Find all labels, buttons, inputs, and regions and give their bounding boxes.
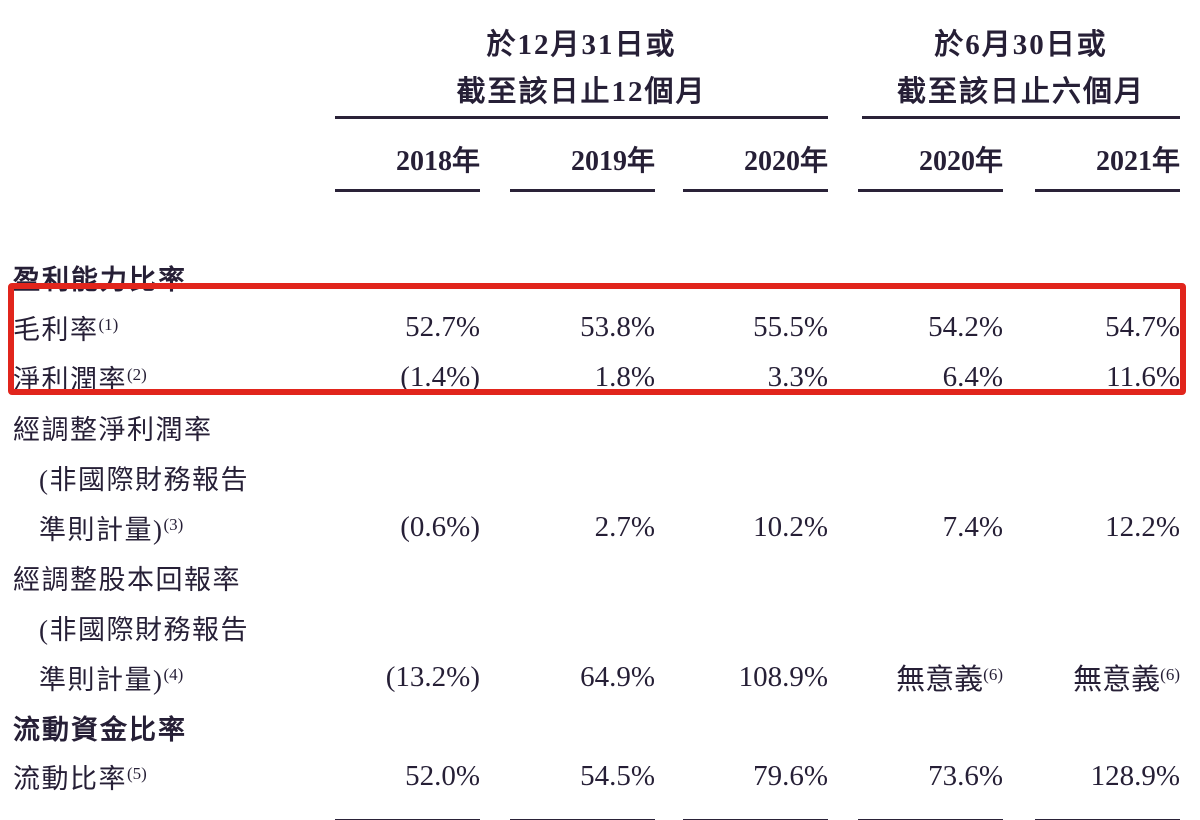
header-spacer [0,0,335,119]
section-header: 流動資金比率 [13,714,187,745]
footnote-superscript: (1) [98,314,119,334]
value-cell: 108.9% [738,660,828,693]
section-header: 盈利能力比率 [13,264,187,295]
row-label: 準則計量)(3) [39,514,184,545]
row-label: 毛利率(1) [13,314,119,345]
year-column-1: 2018年 [335,119,480,192]
row-label: 準則計量)(4) [39,664,184,695]
row-label: 經調整股本回報率 [13,564,241,595]
table-row: 毛利率(1) 52.7% 53.8% 55.5% 54.2% 54.7% [0,302,1200,352]
value-cell: 6.4% [942,360,1003,393]
table-row: (非國際財務報告 [0,452,1200,502]
table-row: (非國際財務報告 [0,602,1200,652]
footnote-superscript: (6) [983,665,1003,684]
value-cell: 79.6% [753,759,828,792]
footnote-superscript: (2) [127,364,147,384]
value-cell: (13.2%) [385,660,480,693]
value-cell: 7.4% [942,510,1003,543]
value-cell: 53.8% [580,310,655,343]
value-cell: 11.6% [1106,360,1180,393]
year-column-2: 2019年 [480,119,655,192]
column-group-interim: 於6月30日或 截至該日止六個月 [862,0,1180,119]
table-closing-rule-row [0,801,1200,820]
row-label: 淨利潤率(2) [13,364,147,395]
table-row: 盈利能力比率 [0,252,1200,302]
row-label: 經調整淨利潤率 [13,414,213,445]
table-row: 淨利潤率(2) (1.4%) 1.8% 3.3% 6.4% 11.6% [0,352,1200,402]
value-cell: 55.5% [753,310,828,343]
year-label: 2020年 [858,119,1003,192]
value-cell: 54.2% [928,310,1003,343]
year-column-4: 2020年 [828,119,1003,192]
footnote-superscript: (5) [127,763,147,783]
value-cell: 3.3% [767,360,828,393]
table-row: 準則計量)(4) (13.2%) 64.9% 108.9% 無意義(6) 無意義(6) [0,652,1200,702]
value-cell: 2.7% [594,510,655,543]
year-column-5: 2021年 [1003,119,1180,192]
column-group-interim-line2: 截至該日止六個月 [896,76,1145,108]
footnote-superscript: (6) [1160,665,1180,684]
table-row: 流動比率(5) 52.0% 54.5% 79.6% 73.6% 128.9% [0,752,1200,800]
table-row: 經調整股本回報率 [0,552,1200,602]
value-cell: 64.9% [580,660,655,693]
value-cell: 128.9% [1090,759,1180,792]
column-group-annual-line1: 於12月31日或 [486,29,677,61]
column-group-annual: 於12月31日或 截至該日止12個月 [335,0,828,119]
value-cell: 73.6% [928,759,1003,792]
column-group-interim-line1: 於6月30日或 [934,29,1108,61]
year-spacer [0,119,335,192]
year-label: 2018年 [335,119,480,192]
value-cell: 54.7% [1105,310,1180,343]
value-cell: 無意義(6) [896,664,1003,696]
value-cell: 10.2% [753,510,828,543]
table-body: 盈利能力比率 毛利率(1) 52.7% 53.8% 55.5% 54.2% 54.7% 淨利潤… [0,252,1200,820]
value-cell: 52.0% [405,759,480,792]
table-header-groups: 於12月31日或 截至該日止12個月 於6月30日或 截至該日止六個月 [0,0,1200,119]
value-cell: (1.4%) [400,360,480,393]
row-label: (非國際財務報告 [39,464,249,495]
year-label: 2021年 [1035,119,1180,192]
value-cell: (0.6%) [400,510,480,543]
table-row: 經調整淨利潤率 [0,402,1200,452]
value-cell: 12.2% [1105,510,1180,543]
footnote-superscript: (4) [163,664,184,684]
value-cell: 無意義(6) [1073,664,1180,696]
value-cell: 54.5% [580,759,655,792]
year-label: 2020年 [683,119,828,192]
year-label: 2019年 [510,119,655,192]
value-cell: 52.7% [405,310,480,343]
row-label: 流動比率(5) [13,763,147,794]
table-row: 流動資金比率 [0,702,1200,752]
table-row: 準則計量)(3) (0.6%) 2.7% 10.2% 7.4% 12.2% [0,502,1200,552]
value-cell: 1.8% [594,360,655,393]
year-column-3: 2020年 [655,119,828,192]
row-label: (非國際財務報告 [39,614,249,645]
column-group-annual-line2: 截至該日止12個月 [456,76,707,108]
footnote-superscript: (3) [163,514,184,534]
table-header-years: 2018年 2019年 2020年 2020年 2021年 [0,119,1200,192]
